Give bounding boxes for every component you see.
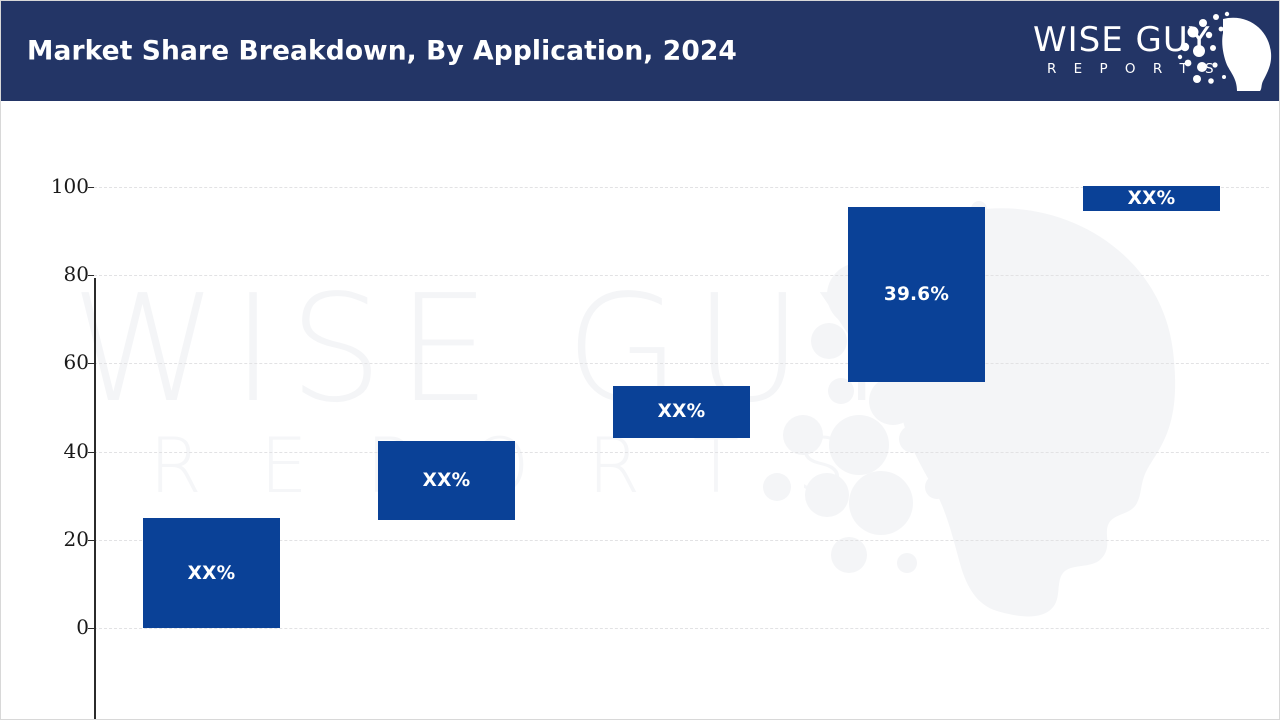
bar[interactable]: XX% — [143, 518, 280, 628]
y-axis-tick — [88, 363, 94, 365]
bar-value-label: XX% — [187, 562, 236, 584]
plot-area — [88, 186, 1269, 629]
gridline — [94, 275, 1269, 277]
gridline — [94, 451, 1269, 453]
bar-value-label: XX% — [422, 469, 471, 491]
y-axis-tick-label: 60 — [63, 350, 89, 375]
y-axis-spine — [94, 278, 96, 719]
y-axis-tick — [88, 628, 94, 629]
y-axis-tick — [88, 451, 94, 453]
bar-value-label: XX% — [657, 401, 706, 423]
gridline — [94, 187, 1269, 188]
wise-guy-reports-logo: WISE GUY R E P O R T S — [1025, 7, 1275, 95]
svg-text:R E P O R T S: R E P O R T S — [1047, 61, 1220, 77]
bar-value-label: XX% — [1127, 187, 1176, 209]
chart-canvas: WISE GUY REPORTS — [1, 101, 1279, 719]
gridline — [94, 363, 1269, 365]
bar[interactable]: 39.6% — [848, 207, 985, 382]
y-axis-tick-label: 0 — [76, 615, 89, 639]
y-axis-tick-label: 40 — [63, 438, 89, 463]
y-axis-tick — [88, 275, 94, 277]
y-axis-tick-label: 20 — [63, 526, 89, 551]
y-axis-tick-label: 80 — [63, 262, 89, 287]
bar[interactable]: XX% — [1083, 186, 1220, 211]
y-axis-tick — [88, 539, 94, 541]
y-axis-tick-label: 100 — [50, 174, 89, 198]
gridline — [94, 539, 1269, 541]
bar[interactable]: XX% — [613, 385, 750, 438]
svg-text:WISE GUY: WISE GUY — [1033, 20, 1211, 60]
page-header: Market Share Breakdown, By Application, … — [1, 1, 1279, 101]
bar[interactable]: XX% — [378, 441, 515, 520]
page-title: Market Share Breakdown, By Application, … — [27, 35, 737, 67]
gridline — [94, 628, 1269, 629]
bar-value-label: 39.6% — [883, 284, 950, 306]
y-axis-tick — [88, 187, 94, 188]
